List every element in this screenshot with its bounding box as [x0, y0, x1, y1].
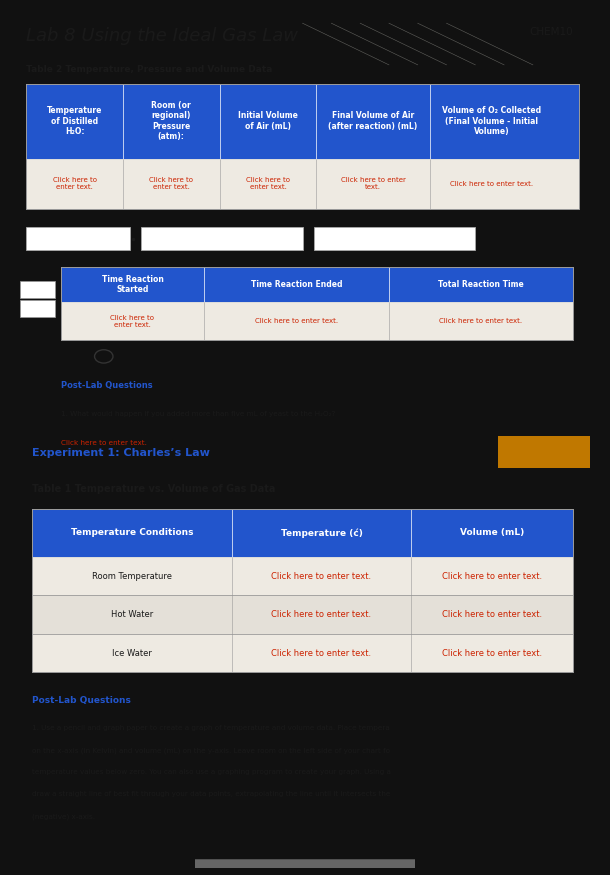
Text: Ice Water: Ice Water: [112, 648, 152, 657]
FancyBboxPatch shape: [173, 859, 437, 868]
Text: Time Reaction
Started: Time Reaction Started: [101, 275, 163, 294]
Text: Post-Lab Questions: Post-Lab Questions: [61, 382, 152, 390]
FancyBboxPatch shape: [32, 634, 573, 672]
Text: Lab 8 Using the Ideal Gas Law: Lab 8 Using the Ideal Gas Law: [26, 27, 298, 46]
Text: Click here to enter text.: Click here to enter text.: [271, 571, 371, 581]
Text: Click here to enter text.: Click here to enter text.: [442, 610, 542, 620]
Text: Final Volume of Air
(after reaction) (mL): Final Volume of Air (after reaction) (mL…: [328, 111, 418, 130]
Text: Click here to enter text.: Click here to enter text.: [442, 571, 542, 581]
FancyBboxPatch shape: [61, 302, 573, 340]
Text: Temperature Conditions: Temperature Conditions: [71, 528, 193, 537]
Text: CHEM10: CHEM10: [529, 27, 573, 38]
Text: Table 2 Temperature, Pressure and Volume Data: Table 2 Temperature, Pressure and Volume…: [26, 65, 273, 74]
FancyBboxPatch shape: [61, 267, 573, 302]
Text: Post-Lab Questions: Post-Lab Questions: [32, 696, 131, 705]
Text: Click here to enter text.: Click here to enter text.: [450, 180, 534, 186]
Text: Experiment 1: Charles’s Law: Experiment 1: Charles’s Law: [32, 448, 210, 458]
FancyBboxPatch shape: [20, 300, 55, 317]
FancyBboxPatch shape: [314, 228, 475, 250]
Text: 1. Use a pencil and graph paper to create a graph of temperature and volume data: 1. Use a pencil and graph paper to creat…: [32, 724, 390, 731]
FancyBboxPatch shape: [142, 228, 303, 250]
Text: Click here to
enter text.: Click here to enter text.: [149, 177, 193, 190]
Text: Click here to
enter text.: Click here to enter text.: [52, 177, 96, 190]
Text: (negative) x-axis.: (negative) x-axis.: [32, 814, 95, 820]
Text: Click here to
enter text.: Click here to enter text.: [110, 314, 154, 327]
Text: Click here to enter text.: Click here to enter text.: [442, 648, 542, 657]
FancyBboxPatch shape: [32, 595, 573, 633]
Text: Time Reaction Ended: Time Reaction Ended: [251, 280, 342, 289]
Text: Click here to enter text.: Click here to enter text.: [271, 610, 371, 620]
Text: Click here to enter
text.: Click here to enter text.: [340, 177, 406, 190]
Text: Initial Volume
of Air (mL): Initial Volume of Air (mL): [238, 111, 298, 130]
Text: draw a straight line of best fit through your data points, extrapolating the lin: draw a straight line of best fit through…: [32, 792, 390, 797]
Text: Temperature (ć): Temperature (ć): [281, 528, 362, 537]
Text: Click here to enter text.: Click here to enter text.: [61, 440, 146, 445]
Text: Room (or
regional)
Pressure
(atm):: Room (or regional) Pressure (atm):: [151, 101, 191, 141]
Text: on the x-axis (in Kelvin) and volume (mL) on the y-axis. Leave room on the left : on the x-axis (in Kelvin) and volume (mL…: [32, 747, 390, 753]
Text: Volume (mL): Volume (mL): [460, 528, 524, 537]
Text: Volume of O₂ Collected
(Final Volume - Initial
Volume): Volume of O₂ Collected (Final Volume - I…: [442, 106, 542, 136]
Text: 1. What would happen if you added more than five mL of yeast to the H₂O₂?: 1. What would happen if you added more t…: [61, 410, 335, 416]
Text: temperature values below zero. You can also use a graphing program to create you: temperature values below zero. You can a…: [32, 769, 391, 775]
Text: Total Reaction Time: Total Reaction Time: [438, 280, 524, 289]
Text: Click here to
enter text.: Click here to enter text.: [246, 177, 290, 190]
Text: Click here to enter text.: Click here to enter text.: [271, 648, 371, 657]
Text: Room Temperature: Room Temperature: [92, 571, 172, 581]
Text: Click here to enter text.: Click here to enter text.: [255, 318, 338, 324]
FancyBboxPatch shape: [20, 282, 55, 298]
Text: Table 1 Temperature vs. Volume of Gas Data: Table 1 Temperature vs. Volume of Gas Da…: [32, 484, 275, 494]
FancyBboxPatch shape: [26, 84, 579, 158]
Text: Temperature
of Distilled
H₂O:: Temperature of Distilled H₂O:: [47, 106, 102, 136]
Text: Hot Water: Hot Water: [111, 610, 153, 620]
FancyBboxPatch shape: [26, 228, 130, 250]
FancyBboxPatch shape: [32, 508, 573, 557]
Text: Click here to enter text.: Click here to enter text.: [439, 318, 523, 324]
FancyBboxPatch shape: [498, 436, 590, 468]
FancyBboxPatch shape: [32, 557, 573, 595]
FancyBboxPatch shape: [26, 158, 579, 208]
